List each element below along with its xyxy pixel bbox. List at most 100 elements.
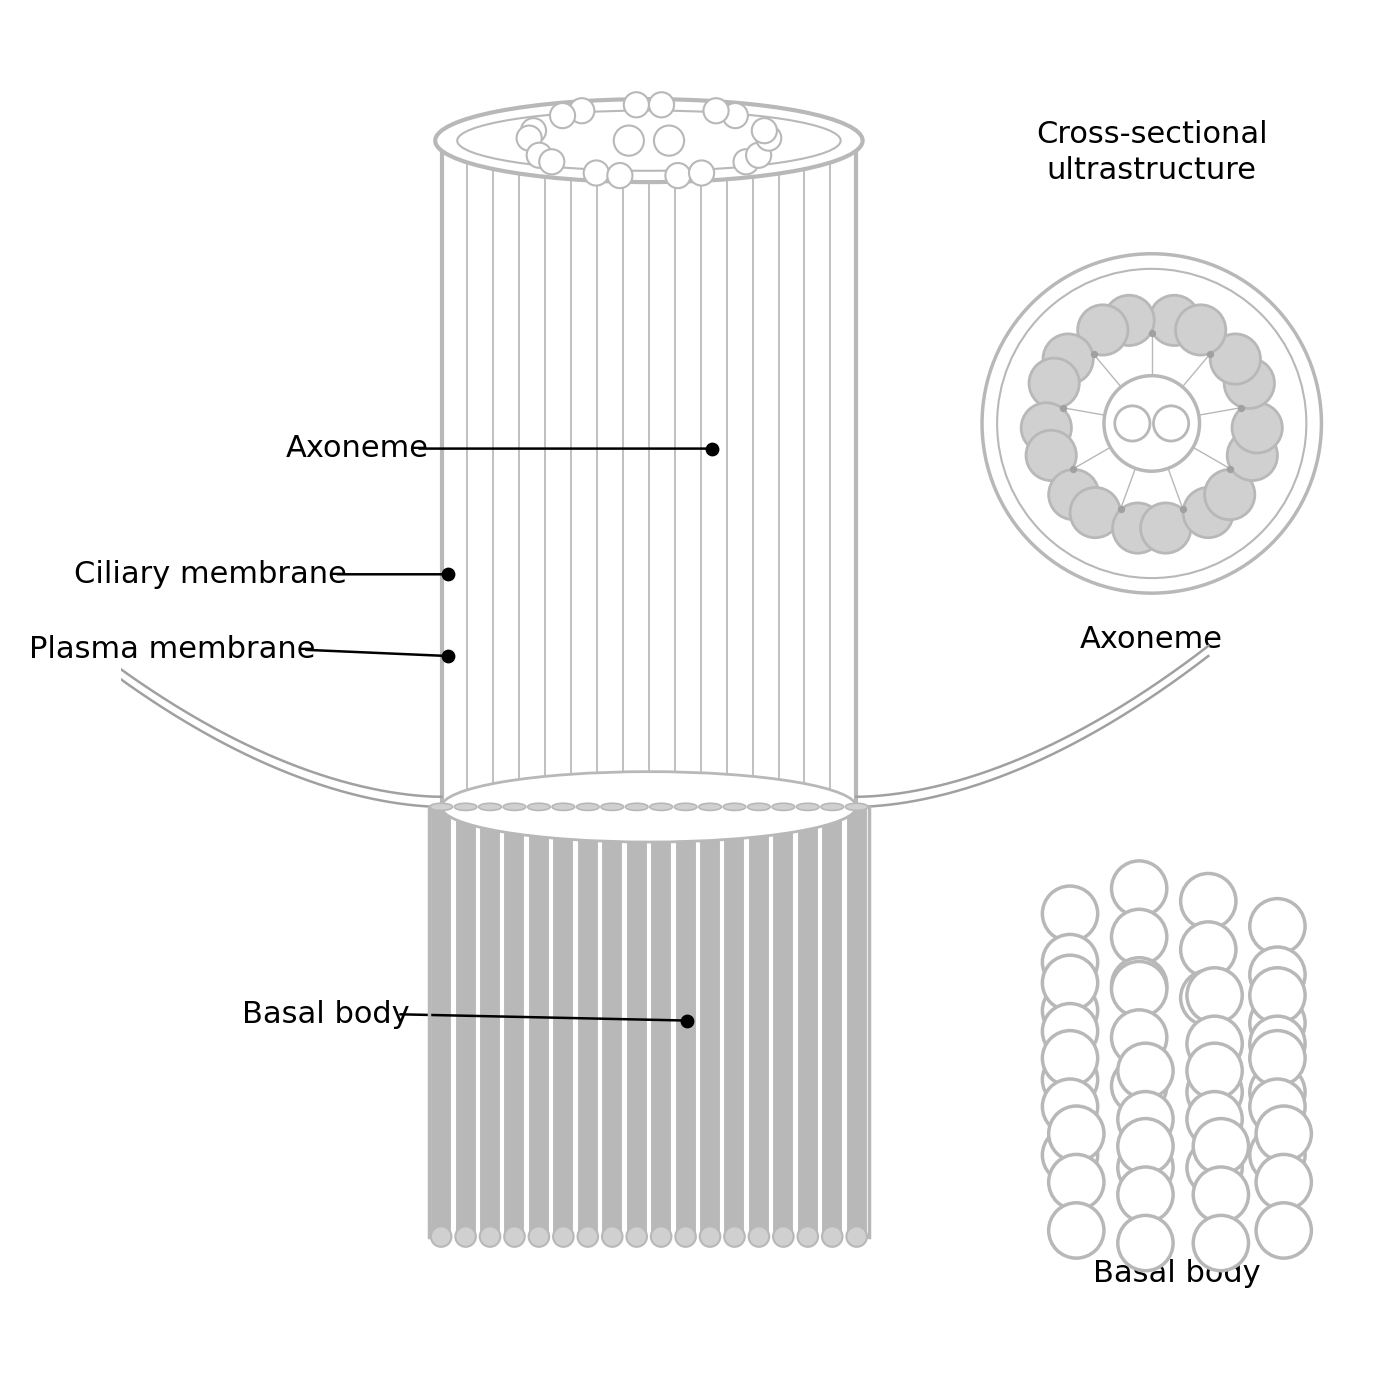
Point <box>1051 396 1073 419</box>
Point <box>1109 497 1131 519</box>
Circle shape <box>1042 955 1098 1011</box>
Point <box>1141 322 1163 344</box>
Ellipse shape <box>457 111 841 171</box>
Circle shape <box>1118 1168 1173 1222</box>
Circle shape <box>480 1226 500 1247</box>
Ellipse shape <box>699 804 721 811</box>
Circle shape <box>1112 1058 1167 1113</box>
Circle shape <box>1042 1004 1098 1058</box>
Point <box>1220 458 1242 480</box>
Ellipse shape <box>435 99 863 182</box>
Circle shape <box>1257 1155 1312 1210</box>
Circle shape <box>1049 1203 1104 1259</box>
Point <box>1062 458 1084 480</box>
Ellipse shape <box>845 804 868 811</box>
Ellipse shape <box>772 804 795 811</box>
Circle shape <box>1232 403 1283 454</box>
Circle shape <box>517 126 542 151</box>
Point <box>701 437 723 459</box>
Circle shape <box>1042 983 1098 1039</box>
Circle shape <box>1193 1119 1248 1175</box>
Circle shape <box>1027 430 1076 480</box>
Ellipse shape <box>576 804 599 811</box>
Point <box>1229 396 1251 419</box>
Circle shape <box>1257 1203 1312 1259</box>
Circle shape <box>675 1226 696 1247</box>
Circle shape <box>748 1226 769 1247</box>
Text: Axoneme: Axoneme <box>1080 624 1224 654</box>
Circle shape <box>584 161 609 186</box>
Circle shape <box>539 150 565 175</box>
Circle shape <box>1181 874 1236 928</box>
Circle shape <box>704 98 729 123</box>
Circle shape <box>1112 861 1167 916</box>
Circle shape <box>529 1226 550 1247</box>
Ellipse shape <box>503 804 526 811</box>
Point <box>1083 343 1105 365</box>
Circle shape <box>757 126 781 151</box>
Circle shape <box>798 1226 819 1247</box>
Circle shape <box>526 143 551 168</box>
Ellipse shape <box>674 804 697 811</box>
Circle shape <box>1250 1127 1305 1183</box>
Circle shape <box>1250 1030 1305 1086</box>
Circle shape <box>1153 406 1189 441</box>
Ellipse shape <box>553 804 575 811</box>
Circle shape <box>733 150 759 175</box>
Text: Ciliary membrane: Ciliary membrane <box>74 560 347 589</box>
Circle shape <box>1193 1168 1248 1222</box>
Circle shape <box>1104 295 1155 346</box>
Circle shape <box>700 1226 721 1247</box>
Circle shape <box>1181 921 1236 977</box>
Circle shape <box>1149 295 1199 346</box>
Circle shape <box>1043 333 1093 384</box>
Circle shape <box>1112 958 1167 1014</box>
Circle shape <box>1250 899 1305 953</box>
Circle shape <box>773 1226 794 1247</box>
Circle shape <box>1250 995 1305 1051</box>
Circle shape <box>752 118 777 143</box>
Circle shape <box>1186 1043 1242 1099</box>
Circle shape <box>1193 1215 1248 1271</box>
Circle shape <box>649 92 674 118</box>
Circle shape <box>1118 1043 1173 1099</box>
Circle shape <box>431 1226 452 1247</box>
Circle shape <box>1118 1140 1173 1196</box>
Circle shape <box>1112 909 1167 965</box>
Circle shape <box>1186 1016 1242 1071</box>
Circle shape <box>1250 946 1305 1002</box>
Circle shape <box>455 1226 475 1247</box>
Circle shape <box>1250 967 1305 1023</box>
Circle shape <box>722 104 748 129</box>
Ellipse shape <box>796 804 819 811</box>
Circle shape <box>1204 469 1255 519</box>
Circle shape <box>1112 503 1163 553</box>
Circle shape <box>1175 305 1226 356</box>
Circle shape <box>1029 358 1079 409</box>
Point <box>437 645 459 668</box>
Circle shape <box>1141 503 1191 553</box>
Circle shape <box>521 118 546 143</box>
Circle shape <box>1250 1079 1305 1134</box>
Circle shape <box>602 1226 623 1247</box>
Circle shape <box>1186 1140 1242 1196</box>
Circle shape <box>1257 1106 1312 1162</box>
Circle shape <box>1115 406 1151 441</box>
Circle shape <box>1042 1127 1098 1183</box>
Ellipse shape <box>601 804 624 811</box>
Circle shape <box>1250 1064 1305 1120</box>
Circle shape <box>627 1226 646 1247</box>
Circle shape <box>821 1226 842 1247</box>
Circle shape <box>1186 967 1242 1023</box>
Circle shape <box>689 161 714 186</box>
Ellipse shape <box>650 804 672 811</box>
Ellipse shape <box>626 804 648 811</box>
Ellipse shape <box>478 804 502 811</box>
Circle shape <box>1210 333 1261 384</box>
Text: Basal body: Basal body <box>243 1000 411 1029</box>
Circle shape <box>846 1226 867 1247</box>
Circle shape <box>1250 1016 1305 1071</box>
Circle shape <box>1071 487 1120 538</box>
Circle shape <box>655 126 683 155</box>
Circle shape <box>569 98 594 123</box>
